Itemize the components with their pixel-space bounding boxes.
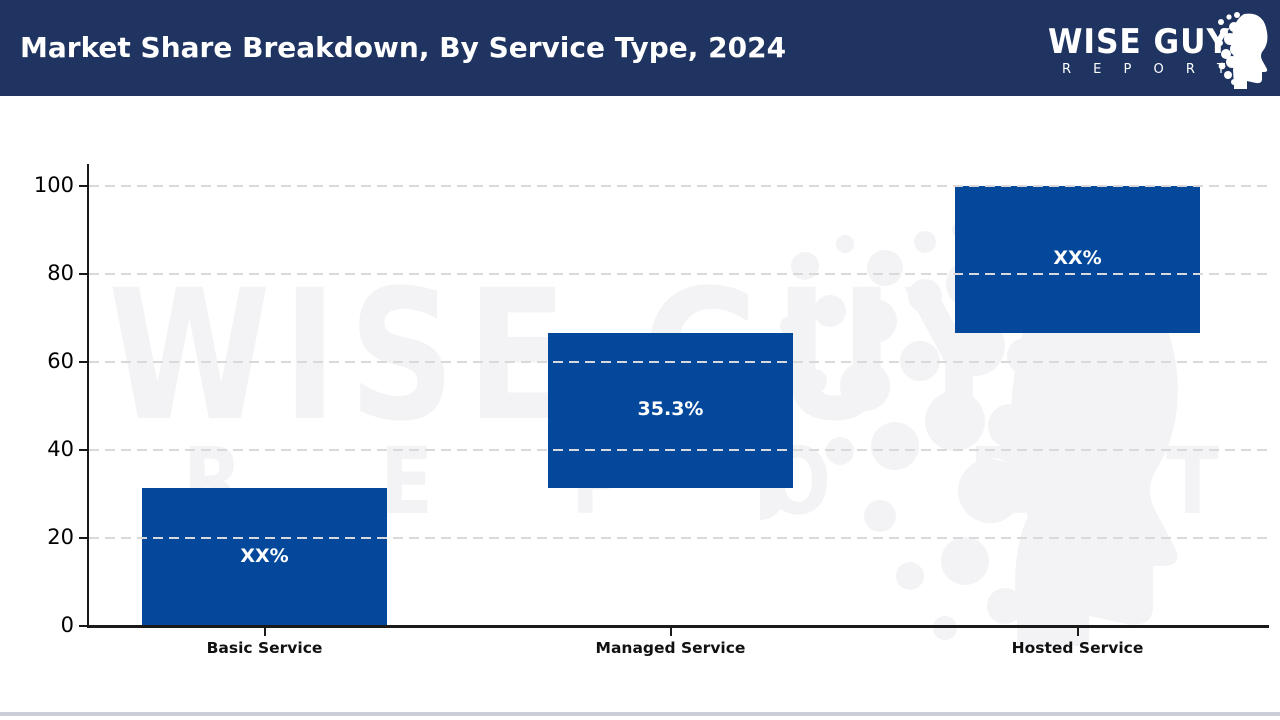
x-category-label-1: Managed Service — [595, 639, 746, 657]
header-bar: Market Share Breakdown, By Service Type,… — [0, 0, 1280, 96]
bar-1 — [548, 332, 793, 488]
x-tick-2 — [1076, 628, 1079, 636]
logo-dotted-head-icon — [1217, 12, 1268, 89]
y-tick-20 — [79, 537, 87, 539]
x-category-label-2: Hosted Service — [1011, 639, 1144, 657]
logo-subtext: R E P O R T S — [1062, 62, 1265, 77]
bar-0 — [142, 487, 387, 626]
page-title: Market Share Breakdown, By Service Type,… — [20, 31, 787, 64]
y-tick-label-60: 60 — [47, 349, 74, 373]
x-category-label-0: Basic Service — [206, 639, 323, 657]
x-tick-0 — [263, 628, 266, 636]
y-tick-80 — [79, 273, 87, 275]
gridline-80 — [89, 273, 1268, 275]
gridline-40 — [89, 449, 1268, 451]
brand-logo: WISE GUY R E P O R T S — [1016, 8, 1268, 90]
x-tick-1 — [669, 628, 672, 636]
y-tick-label-80: 80 — [47, 261, 74, 285]
y-tick-label-20: 20 — [47, 525, 74, 549]
y-tick-40 — [79, 449, 87, 451]
bar-value-label-1: 35.3% — [637, 398, 704, 421]
y-tick-label-40: 40 — [47, 437, 74, 461]
y-tick-60 — [79, 361, 87, 363]
gridline-60 — [89, 361, 1268, 363]
y-tick-label-100: 100 — [33, 173, 74, 197]
bar-2 — [955, 186, 1200, 333]
y-tick-100 — [79, 185, 87, 187]
y-axis-line — [87, 164, 89, 627]
logo-wordmark: WISE GUY — [1048, 22, 1231, 62]
footer-rule — [0, 712, 1280, 716]
x-axis-line — [87, 625, 1269, 628]
gridline-100 — [89, 185, 1268, 187]
y-tick-0 — [79, 625, 87, 627]
bar-value-label-0: XX% — [240, 544, 289, 567]
gridline-20 — [89, 537, 1268, 539]
y-tick-label-0: 0 — [60, 613, 74, 637]
bar-value-label-2: XX% — [1053, 247, 1102, 270]
